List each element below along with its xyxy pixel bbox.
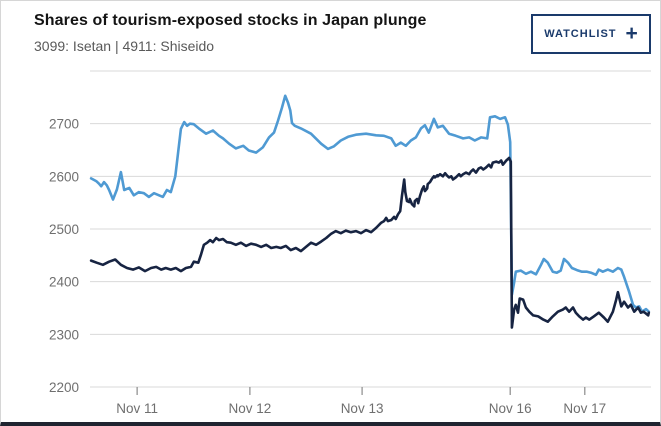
chart-subtitle: 3099: Isetan | 4911: Shiseido bbox=[34, 38, 215, 54]
watchlist-button-label: WATCHLIST bbox=[544, 28, 617, 40]
x-axis-label: Nov 13 bbox=[341, 401, 384, 416]
x-axis-label: Nov 16 bbox=[489, 401, 532, 416]
x-axis-label: Nov 11 bbox=[116, 401, 158, 416]
series-line-1 bbox=[89, 156, 651, 329]
page-title: Shares of tourism-exposed stocks in Japa… bbox=[34, 12, 427, 29]
y-axis-label: 2300 bbox=[49, 327, 79, 342]
watchlist-button[interactable]: WATCHLIST + bbox=[531, 14, 651, 54]
y-axis-label: 2700 bbox=[49, 117, 79, 132]
y-axis-label: 2600 bbox=[49, 169, 79, 184]
y-axis-label: 2400 bbox=[49, 275, 79, 290]
x-axis-label: Nov 12 bbox=[228, 401, 271, 416]
x-axis-label: Nov 17 bbox=[563, 401, 606, 416]
plus-icon: + bbox=[625, 21, 638, 45]
series-line-0 bbox=[89, 94, 651, 314]
y-axis-label: 2500 bbox=[49, 222, 79, 237]
y-axis-label: 2200 bbox=[49, 380, 79, 395]
